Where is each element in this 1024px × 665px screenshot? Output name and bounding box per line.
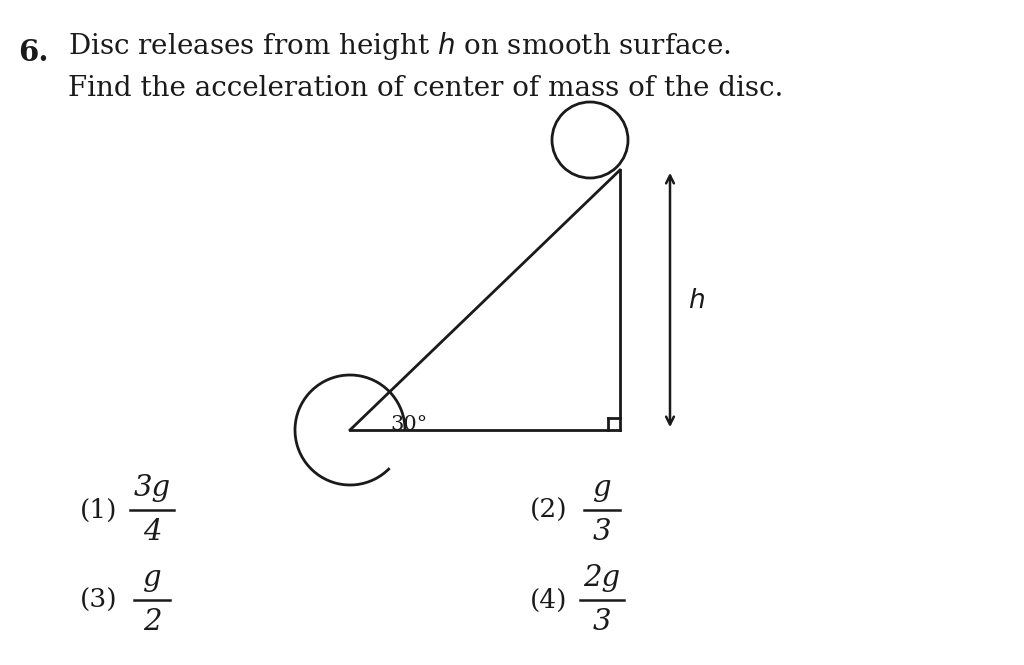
Text: 6.: 6. (18, 38, 48, 67)
Text: (1): (1) (80, 497, 118, 523)
Text: (3): (3) (80, 587, 118, 612)
Text: 2g: 2g (584, 564, 621, 592)
Text: $h$: $h$ (688, 287, 705, 313)
Text: (2): (2) (530, 497, 567, 523)
Text: 30°: 30° (390, 415, 427, 434)
Text: 3g: 3g (133, 474, 171, 502)
Text: 3: 3 (593, 608, 611, 636)
Text: Disc releases from height $h$ on smooth surface.: Disc releases from height $h$ on smooth … (68, 30, 731, 62)
Text: 3: 3 (593, 518, 611, 546)
Text: 4: 4 (142, 518, 161, 546)
Text: 2: 2 (142, 608, 161, 636)
Text: (4): (4) (530, 587, 567, 612)
Text: g: g (593, 474, 611, 502)
Text: Find the acceleration of center of mass of the disc.: Find the acceleration of center of mass … (68, 75, 783, 102)
Text: g: g (142, 564, 162, 592)
